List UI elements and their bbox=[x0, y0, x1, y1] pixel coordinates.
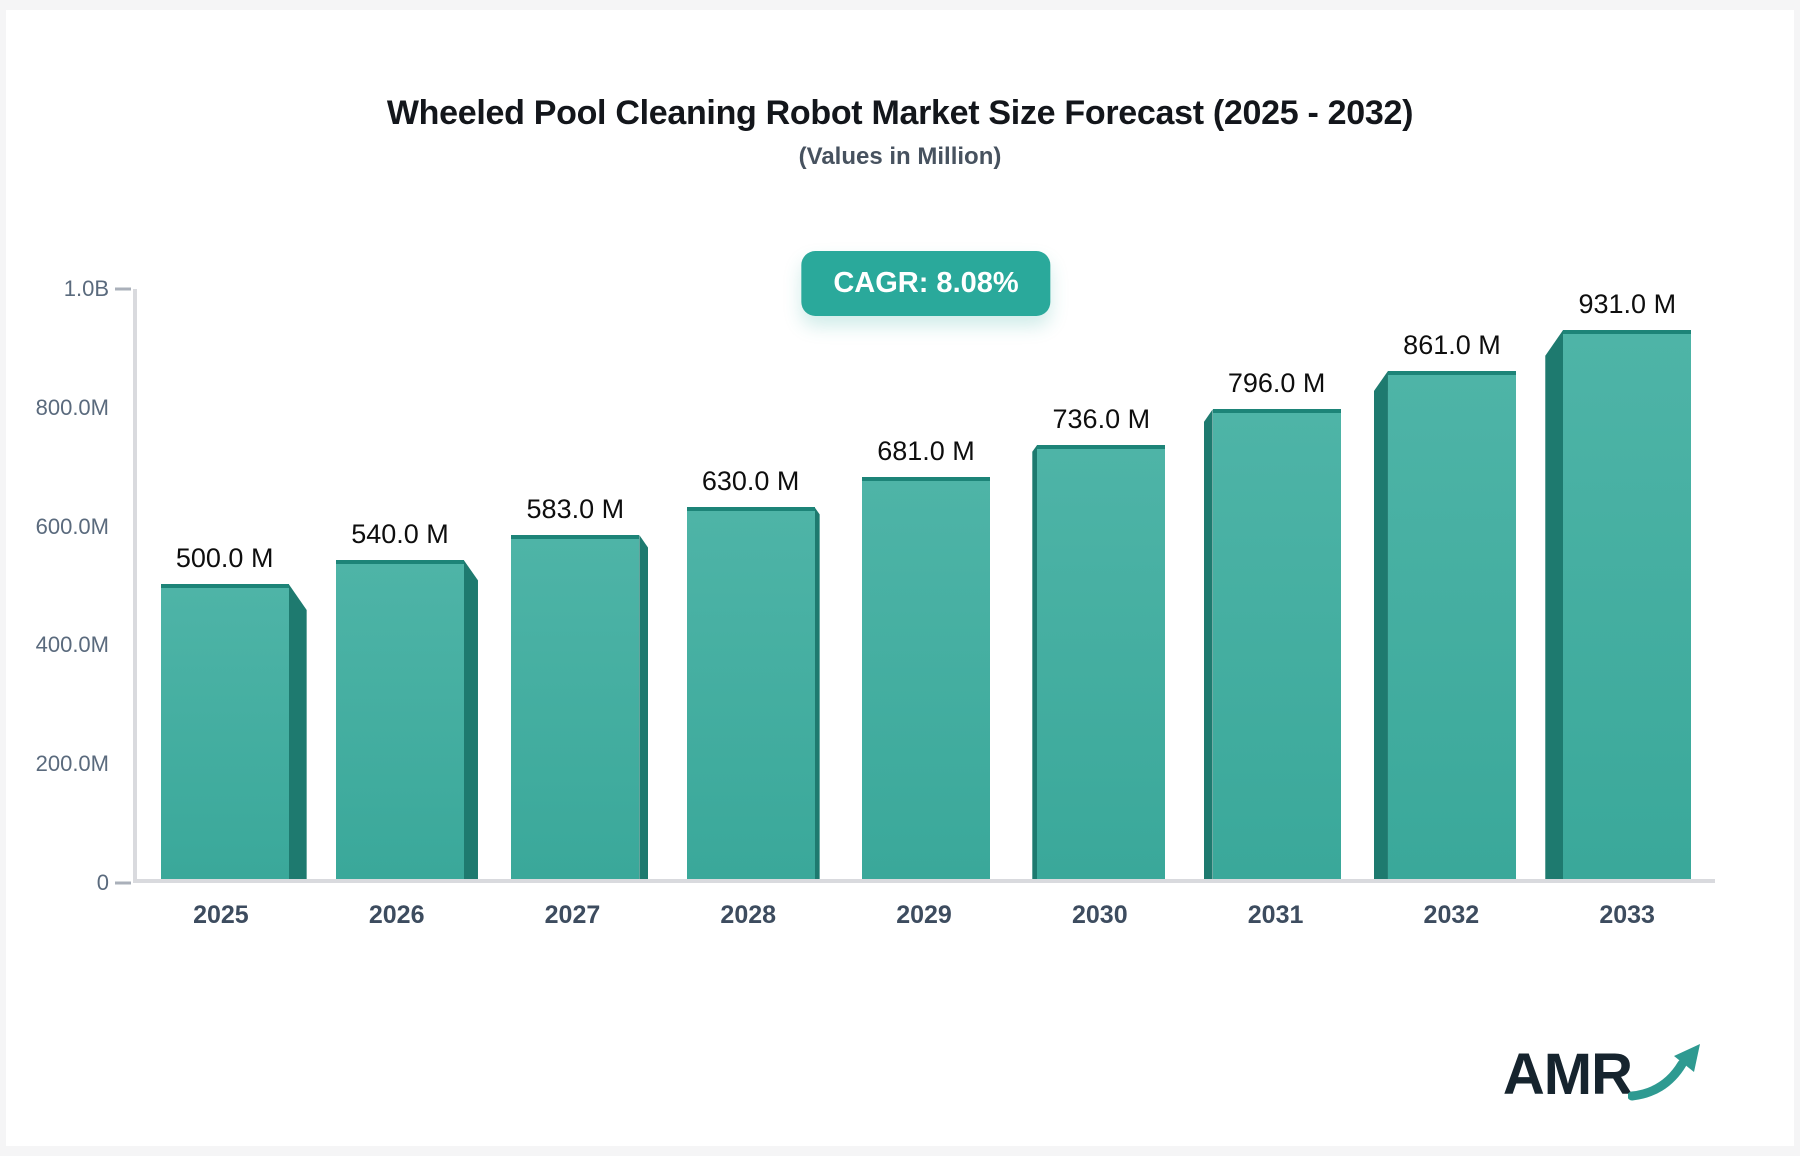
chart-subtitle: (Values in Million) bbox=[798, 143, 1002, 170]
bar-face bbox=[1212, 409, 1341, 879]
bar-slot: 630.0 M bbox=[663, 289, 838, 879]
bars-container: 500.0 M 540.0 M 583.0 M 630.0 M 681.0 M 736.0… bbox=[137, 289, 1715, 879]
bar-side bbox=[1373, 371, 1388, 879]
x-axis-label: 2029 bbox=[896, 901, 952, 929]
bar-slot: 796.0 M bbox=[1189, 289, 1364, 879]
x-axis-label: 2032 bbox=[1423, 901, 1480, 929]
bar-slot: 736.0 M bbox=[1014, 289, 1189, 879]
bar-value-label: 681.0 M bbox=[877, 436, 975, 467]
bar-2029: 681.0 M bbox=[861, 436, 990, 879]
bar-value-label: 630.0 M bbox=[701, 466, 800, 497]
bar-slot: 931.0 M bbox=[1540, 289, 1715, 879]
bar-2027: 583.0 M bbox=[511, 494, 649, 879]
bar-2026: 540.0 M bbox=[335, 519, 478, 879]
x-axis-label: 2025 bbox=[193, 901, 249, 929]
amr-logo-text: AMR bbox=[1502, 1042, 1633, 1107]
bar-2030: 736.0 M bbox=[1032, 404, 1166, 879]
bar-slot: 861.0 M bbox=[1364, 289, 1539, 879]
y-axis-tick bbox=[115, 881, 131, 885]
bar-side bbox=[1032, 444, 1038, 879]
y-axis-label: 0 bbox=[96, 870, 109, 895]
growth-arrow-icon bbox=[1628, 1044, 1700, 1101]
bar-face bbox=[1387, 371, 1516, 879]
y-axis-label: 1.0B bbox=[63, 276, 109, 301]
bar-value-label: 796.0 M bbox=[1227, 368, 1326, 399]
y-axis-label: 800.0M bbox=[35, 394, 109, 420]
bar-side bbox=[463, 560, 478, 879]
bar-value-label: 583.0 M bbox=[526, 494, 625, 525]
y-axis-label: 400.0M bbox=[35, 632, 109, 658]
bar-face bbox=[861, 477, 990, 879]
x-axis-label: 2031 bbox=[1247, 901, 1304, 929]
bar-2025: 500.0 M bbox=[160, 543, 307, 879]
x-axis-label: 2027 bbox=[544, 901, 601, 929]
bar-side bbox=[288, 584, 307, 879]
y-axis-label: 600.0M bbox=[35, 513, 109, 539]
bar-2028: 630.0 M bbox=[686, 466, 820, 879]
bar-slot: 540.0 M bbox=[312, 289, 487, 879]
y-axis-tick bbox=[115, 287, 131, 291]
bar-face bbox=[335, 560, 464, 879]
bar-side bbox=[814, 507, 820, 879]
bar-value-label: 500.0 M bbox=[175, 543, 274, 573]
bar-face bbox=[160, 584, 289, 879]
bar-side bbox=[1545, 329, 1564, 879]
x-axis-label: 2028 bbox=[720, 901, 777, 929]
cagr-badge: CAGR: 8.08% bbox=[801, 251, 1051, 316]
y-axis: 1.0B 800.0M 600.0M 400.0M 200.0M 0 bbox=[6, 276, 133, 895]
bar-side bbox=[1203, 409, 1213, 879]
chart-title: Wheeled Pool Cleaning Robot Market Size … bbox=[386, 94, 1414, 132]
bar-2033: 931.0 M bbox=[1545, 289, 1692, 879]
bar-slot: 500.0 M bbox=[137, 289, 312, 879]
bar-value-label: 736.0 M bbox=[1052, 403, 1151, 434]
x-axis-label: 2026 bbox=[368, 901, 425, 929]
bar-face bbox=[511, 535, 640, 879]
bar-value-label: 861.0 M bbox=[1403, 330, 1501, 361]
y-axis-label: 200.0M bbox=[35, 751, 109, 777]
bar-value-label: 540.0 M bbox=[351, 519, 449, 550]
bar-2031: 796.0 M bbox=[1203, 368, 1341, 879]
x-axis-label: 2033 bbox=[1599, 901, 1655, 929]
bar-face bbox=[1563, 329, 1692, 879]
bar-slot: 681.0 M bbox=[838, 289, 1013, 879]
chart-area: 1.0B 800.0M 600.0M 400.0M 200.0M 0 CAGR: 8.08… bbox=[6, 251, 1715, 895]
amr-logo: AMR bbox=[1503, 1040, 1702, 1104]
plot-area: CAGR: 8.08% 500.0 M 540.0 M 583.0 M 630.0 M… bbox=[133, 251, 1715, 883]
x-axis-label: 2030 bbox=[1071, 901, 1128, 929]
bar-slot: 583.0 M bbox=[488, 289, 663, 879]
bar-face bbox=[686, 507, 815, 879]
chart-card: Wheeled Pool Cleaning Robot Market Size … bbox=[6, 10, 1794, 1146]
bar-value-label: 931.0 M bbox=[1578, 288, 1677, 319]
bar-face bbox=[1037, 444, 1166, 879]
bar-side bbox=[639, 535, 649, 879]
x-axis: 2025 2026 2027 2028 2029 2030 2031 2032 2033 bbox=[133, 901, 1715, 930]
bar-2032: 861.0 M bbox=[1373, 330, 1516, 879]
